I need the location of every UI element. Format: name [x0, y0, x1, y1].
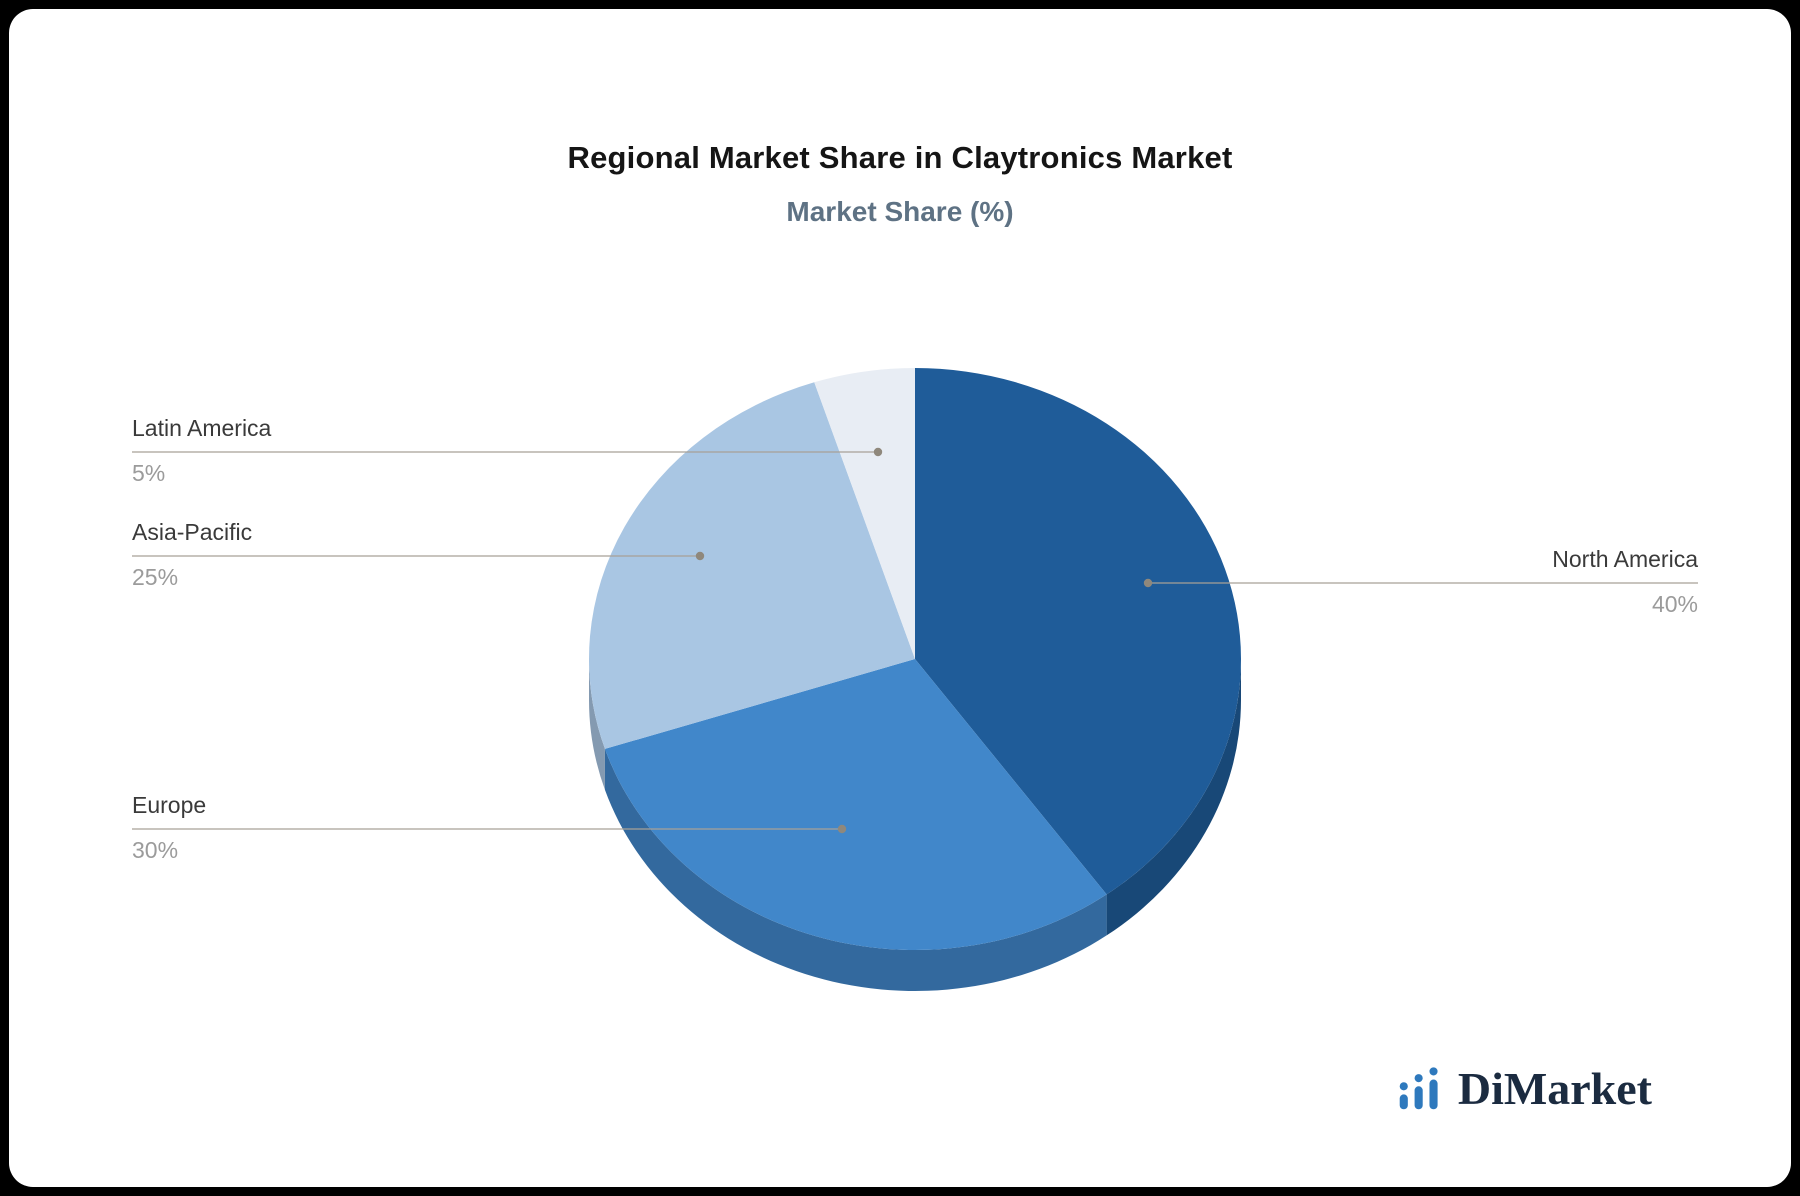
callout-north-america: North America 40%: [1143, 546, 1698, 617]
leader-dot: [1143, 578, 1153, 588]
leader-dot: [837, 824, 847, 834]
callout-latin-america: Latin America 5%: [132, 415, 883, 486]
callout-value: 30%: [132, 837, 178, 863]
pie-slice-asia-pacific[interactable]: [588, 382, 915, 749]
leader-dot: [695, 551, 705, 561]
pie-slice-side: [589, 659, 605, 790]
callout-label: North America: [1552, 546, 1698, 572]
chart-subtitle: Market Share (%): [786, 196, 1014, 227]
callout-label: Europe: [132, 792, 206, 818]
brand-name: DiMarket: [1457, 1063, 1652, 1114]
pie-slice-side: [604, 748, 1107, 991]
pie-slice-side: [1106, 659, 1241, 936]
pie-slice-europe[interactable]: [604, 659, 1107, 951]
callout-value: 5%: [132, 460, 165, 486]
callout-value: 40%: [1652, 591, 1698, 617]
bar-chart-icon: [1399, 1067, 1438, 1110]
callout-label: Asia-Pacific: [132, 519, 252, 545]
pie-slices: [588, 368, 1241, 991]
pie-slice-latin-america[interactable]: [814, 368, 915, 659]
callout-asia-pacific: Asia-Pacific 25%: [132, 519, 705, 590]
pie-slice-north-america[interactable]: [915, 368, 1241, 895]
callout-europe: Europe 30%: [132, 792, 847, 863]
callout-value: 25%: [132, 564, 178, 590]
leader-dot: [873, 447, 883, 457]
callout-label: Latin America: [132, 415, 272, 441]
chart-title: Regional Market Share in Claytronics Mar…: [567, 140, 1233, 175]
brand-logo: DiMarket: [1397, 1066, 1652, 1112]
